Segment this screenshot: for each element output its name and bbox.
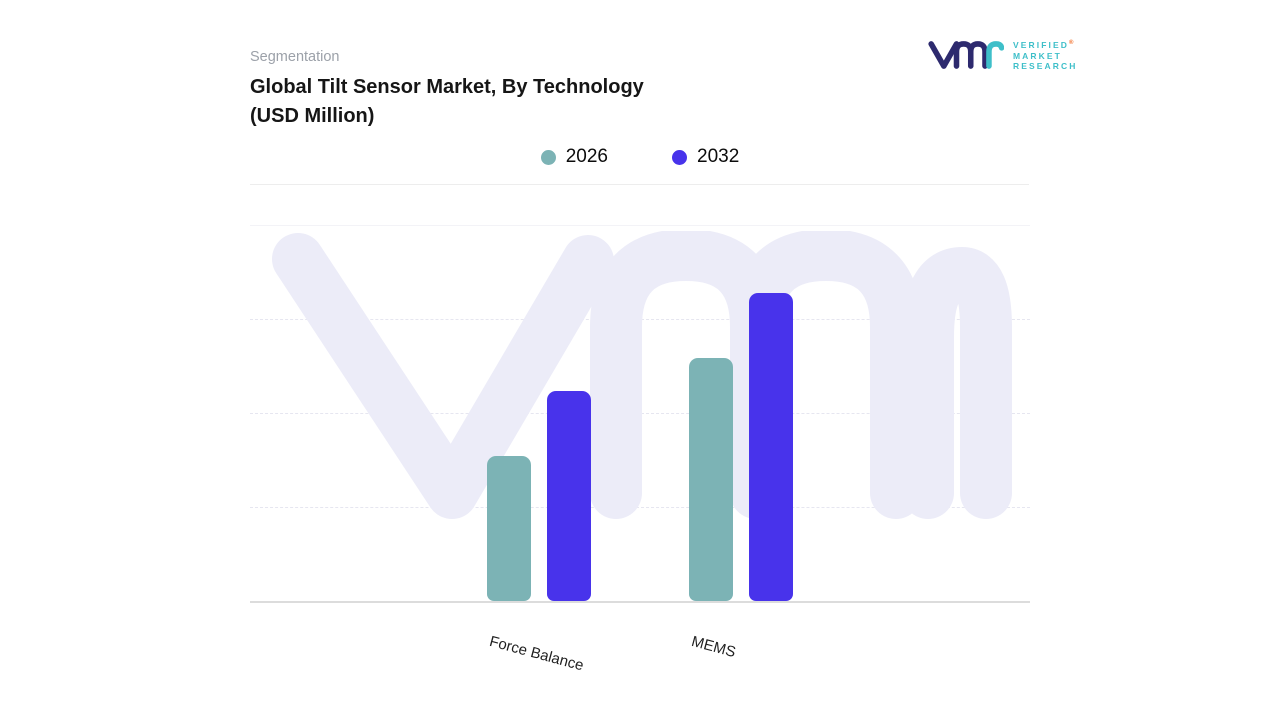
header-divider <box>250 184 1029 185</box>
legend-swatch-2026 <box>540 149 556 165</box>
logo-line-verified: VERIFIED <box>1013 40 1070 51</box>
vmr-logo-monogram-icon <box>928 41 1004 69</box>
gridline <box>250 507 1030 508</box>
bar-force-balance-2026[interactable] <box>487 456 531 601</box>
plot-area <box>250 225 1030 603</box>
gridline <box>250 413 1030 414</box>
x-axis-label-force-balance: Force Balance <box>487 633 586 675</box>
legend-swatch-2032 <box>672 149 687 165</box>
x-axis-label-mems: MEMS <box>689 633 738 662</box>
legend-item-2026[interactable]: 2026 <box>540 146 608 168</box>
page-title: Global Tilt Sensor Market, By Technology… <box>250 73 770 131</box>
vmr-watermark-icon <box>272 231 1012 519</box>
eyebrow-segmentation: Segmentation <box>250 49 340 65</box>
bar-force-balance-2032[interactable] <box>547 391 591 601</box>
legend-item-2032[interactable]: 2032 <box>672 146 739 168</box>
bar-mems-2026[interactable] <box>689 358 733 601</box>
logo-line-market: MARKET <box>1013 50 1062 61</box>
legend-label-2026: 2026 <box>565 146 608 167</box>
registered-mark: ® <box>1069 40 1074 47</box>
gridline <box>250 319 1030 320</box>
page-title-line1: Global Tilt Sensor Market, By Technology <box>250 76 644 98</box>
logo-line-research: RESEARCH <box>1013 61 1078 72</box>
vmr-logo-text: VERIFIED® MARKET RESEARCH <box>1013 38 1078 71</box>
legend-label-2032: 2032 <box>697 146 740 167</box>
vmr-logo: VERIFIED® MARKET RESEARCH <box>928 38 1078 72</box>
legend: 2026 2032 <box>250 146 1030 168</box>
page-title-line2: (USD Million) <box>250 105 375 127</box>
bar-mems-2032[interactable] <box>749 293 793 601</box>
x-axis: Force Balance MEMS <box>250 605 1030 700</box>
